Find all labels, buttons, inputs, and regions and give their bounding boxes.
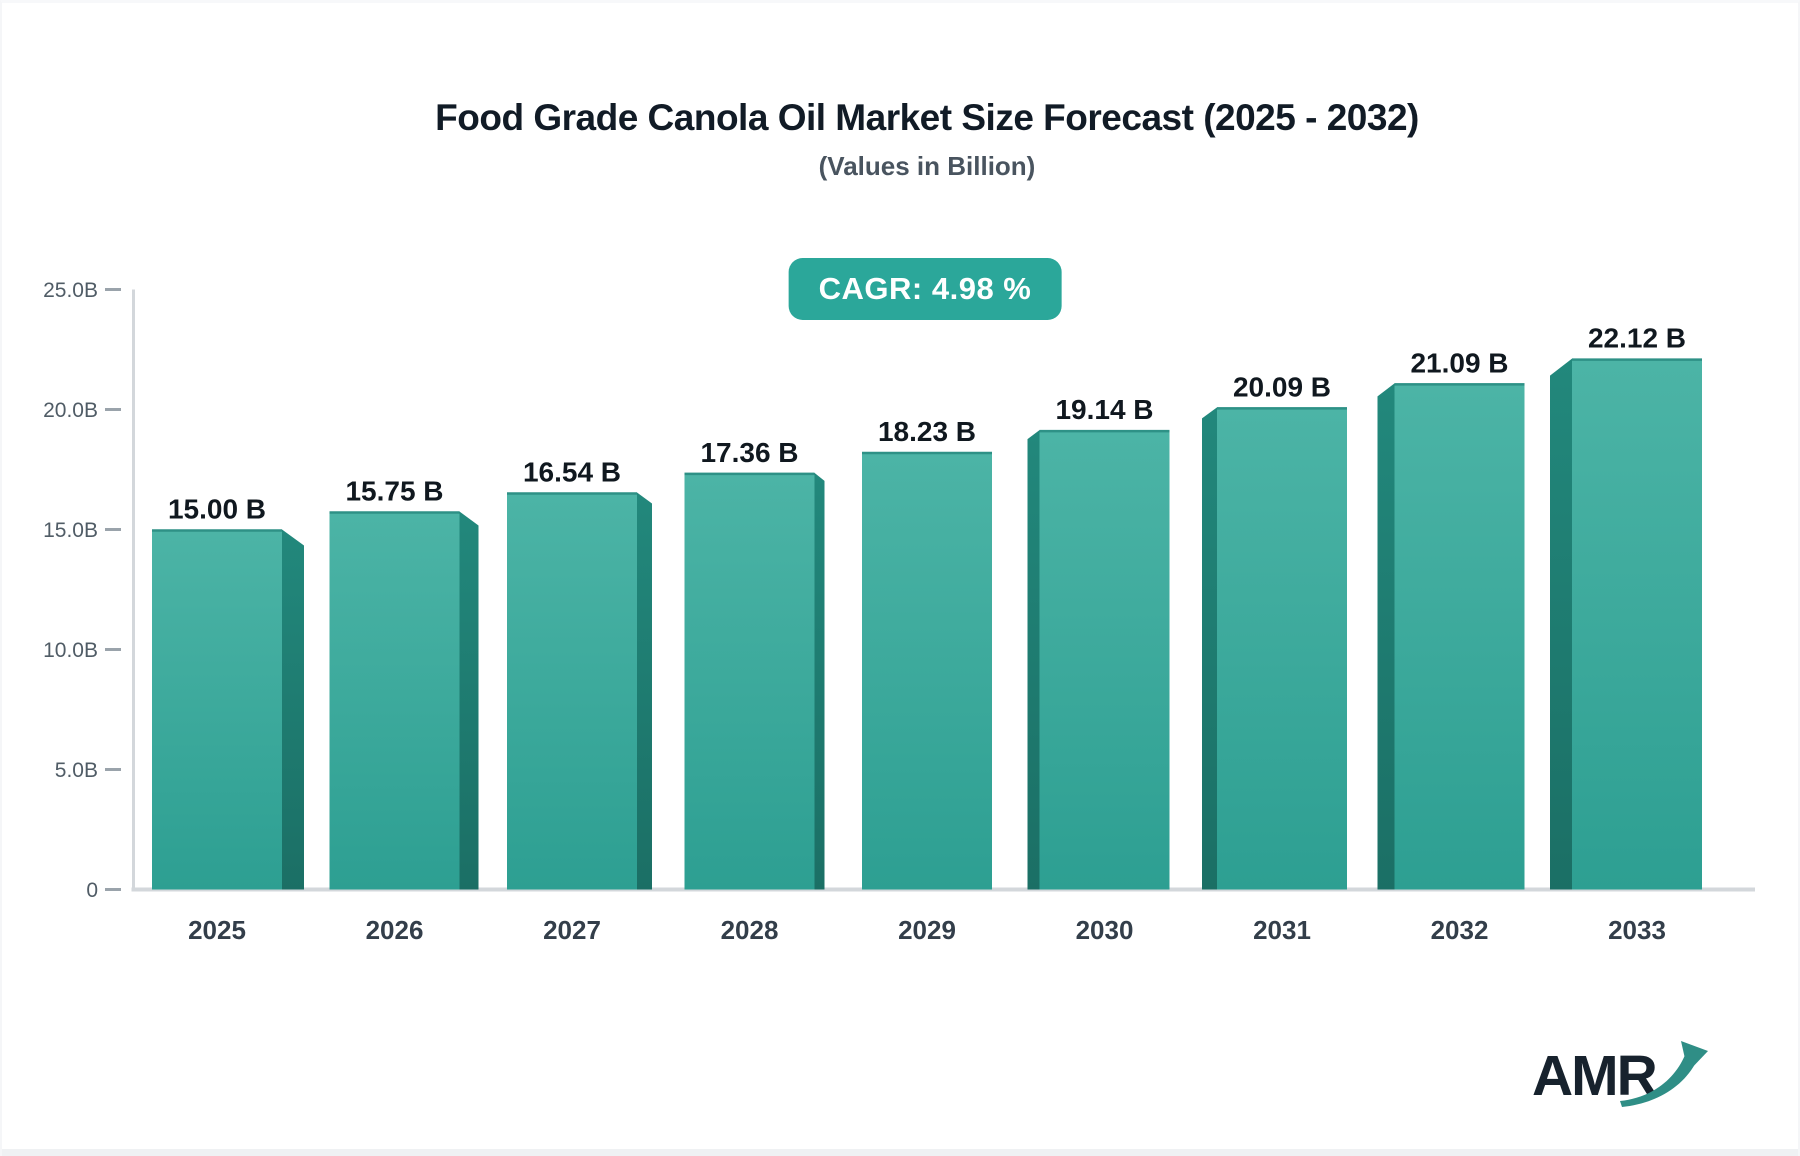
cagr-badge: CAGR: 4.98 % [788, 258, 1062, 320]
bar [862, 451, 992, 890]
bar-group: 16.54 B [507, 457, 652, 890]
bar-group: 22.12 B [1550, 323, 1702, 890]
bar-side [814, 472, 825, 890]
chart-title: Food Grade Canola Oil Market Size Foreca… [435, 97, 1419, 138]
y-tick-label: 0 [86, 879, 98, 902]
x-axis-label: 2026 [366, 915, 424, 945]
bar-value-label: 17.36 B [700, 437, 798, 468]
bar-group: 17.36 B [684, 437, 825, 890]
chart-subtitle: (Values in Billion) [818, 151, 1036, 181]
bar [507, 492, 637, 890]
bar-group: 18.23 B [862, 416, 992, 890]
bar-value-label: 21.09 B [1410, 347, 1508, 378]
bar-group: 20.09 B [1202, 371, 1347, 890]
bar-group: 15.75 B [329, 476, 479, 890]
bar [1572, 358, 1702, 890]
bar-value-label: 22.12 B [1588, 323, 1686, 354]
bar-group: 21.09 B [1377, 347, 1525, 890]
bars-layer: 15.00 B 2025 15.75 B 2026 16.54 B 2027 17.36 B… [152, 323, 1702, 945]
bar-value-label: 16.54 B [523, 457, 621, 488]
bar [152, 529, 282, 890]
y-tick-label: 10.0B [43, 639, 98, 662]
amr-logo: AMR [1532, 1041, 1722, 1113]
bar-value-label: 19.14 B [1055, 394, 1153, 425]
x-axis-label: 2031 [1253, 915, 1311, 945]
bar [1394, 383, 1525, 890]
bar [1039, 430, 1170, 890]
bar-value-label: 15.00 B [168, 494, 266, 525]
x-axis-label: 2028 [721, 915, 779, 945]
x-axis-label: 2030 [1076, 915, 1134, 945]
bar-side [1377, 383, 1395, 890]
y-tick-label: 15.0B [43, 519, 98, 542]
bar [1217, 407, 1347, 890]
bar-side [1550, 358, 1572, 890]
bar-side [459, 511, 479, 890]
amr-logo-text: AMR [1532, 1044, 1658, 1108]
bar-side [637, 492, 652, 890]
bar-side [1027, 430, 1040, 890]
bar [329, 511, 460, 890]
bar-value-label: 18.23 B [878, 416, 976, 447]
y-tick-label: 25.0B [43, 279, 98, 302]
bar-group: 15.00 B [152, 494, 304, 890]
y-tick-label: 20.0B [43, 399, 98, 422]
bar [684, 472, 815, 890]
x-axis-label: 2033 [1608, 915, 1666, 945]
bar-value-label: 20.09 B [1233, 371, 1331, 402]
x-axis-label: 2032 [1431, 915, 1489, 945]
bar-value-label: 15.75 B [345, 476, 443, 507]
y-tick-label: 5.0B [55, 759, 98, 782]
chart-header: Food Grade Canola Oil Market Size Foreca… [52, 97, 1798, 182]
x-axis-label: 2029 [898, 915, 956, 945]
x-axis-label: 2025 [188, 915, 246, 945]
bar-side [1202, 407, 1217, 890]
growth-arrow-icon [1620, 1041, 1708, 1107]
bar-side [282, 529, 304, 890]
x-axis-label: 2027 [543, 915, 601, 945]
bar-group: 19.14 B [1027, 394, 1170, 890]
